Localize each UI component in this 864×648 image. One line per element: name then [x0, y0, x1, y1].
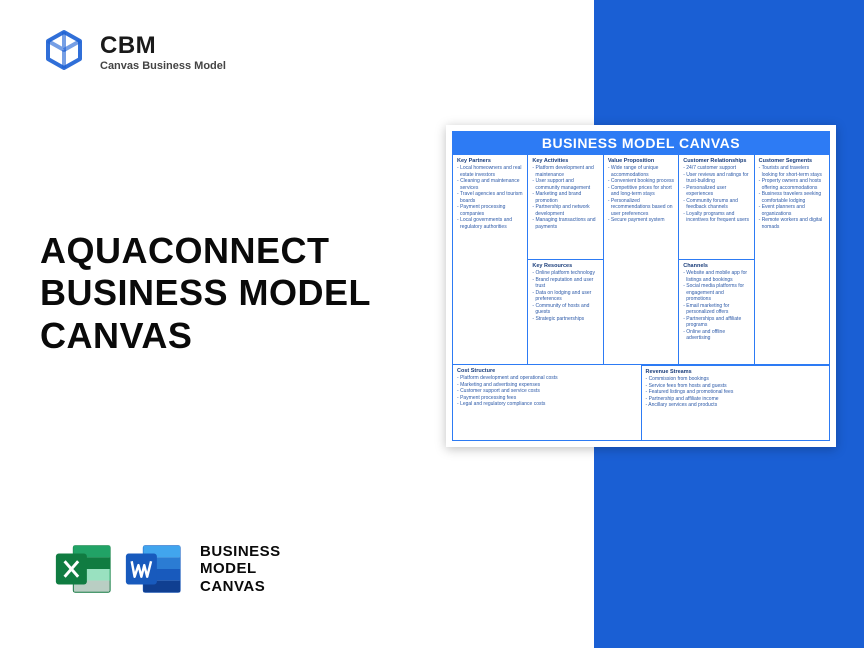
cell-customer-segments: Customer Segments Tourists and travelers…	[755, 155, 829, 364]
cell-cost-structure: Cost Structure Platform development and …	[453, 365, 642, 440]
list-item: Wide range of unique accommodations	[608, 165, 674, 178]
canvas-preview-card: BUSINESS MODEL CANVAS Key Partners Local…	[446, 125, 836, 447]
cell-key-resources: Key Resources Online platform technology…	[528, 259, 602, 364]
list-item: Local governments and regulatory authori…	[457, 217, 523, 230]
list-item: Payment processing companies	[457, 204, 523, 217]
bottom-label-3: CANVAS	[200, 578, 281, 595]
list-item: Community forums and feedback channels	[683, 198, 749, 211]
cell-key-activities: Key Activities Platform development and …	[528, 155, 602, 259]
logo-block: CBM Canvas Business Model	[40, 28, 226, 76]
list-item: Brand reputation and user trust	[532, 277, 598, 290]
bottom-label-1: BUSINESS	[200, 543, 281, 560]
main-title: AQUACONNECT BUSINESS MODEL CANVAS	[40, 230, 371, 357]
list-item: User reviews and ratings for trust-build…	[683, 172, 749, 185]
excel-icon	[52, 538, 114, 600]
title-line-1: AQUACONNECT	[40, 230, 371, 272]
cell-customer-relationships: Customer Relationships 24/7 customer sup…	[679, 155, 753, 259]
label-key-partners: Key Partners	[457, 158, 523, 164]
list-item: Platform development and maintenance	[532, 165, 598, 178]
canvas-header: BUSINESS MODEL CANVAS	[452, 131, 830, 155]
list-item: Data on lodging and user preferences	[532, 290, 598, 303]
list-item: Email marketing for personalized offers	[683, 303, 749, 316]
logo-subtitle: Canvas Business Model	[100, 60, 226, 72]
list-item: Cleaning and maintenance services	[457, 178, 523, 191]
list-item: Loyalty programs and incentives for freq…	[683, 211, 749, 224]
list-item: Event planners and organizations	[759, 204, 825, 217]
list-item: Secure payment system	[608, 217, 674, 224]
label-key-resources: Key Resources	[532, 263, 598, 269]
cell-channels: Channels Website and mobile app for list…	[679, 259, 753, 364]
label-cost-structure: Cost Structure	[457, 368, 637, 374]
label-customer-relationships: Customer Relationships	[683, 158, 749, 164]
list-item: Legal and regulatory compliance costs	[457, 401, 637, 408]
list-item: Marketing and brand promotion	[532, 191, 598, 204]
list-item: Local homeowners and real estate investo…	[457, 165, 523, 178]
list-item: Travel agencies and tourism boards	[457, 191, 523, 204]
list-item: Community of hosts and guests	[532, 303, 598, 316]
list-item: Partnerships and affiliate programs	[683, 316, 749, 329]
label-revenue-streams: Revenue Streams	[646, 369, 826, 375]
list-item: Competitive prices for short and long-te…	[608, 185, 674, 198]
list-item: Convenient booking process	[608, 178, 674, 185]
cell-revenue-streams: Revenue Streams Commission from bookings…	[642, 365, 830, 440]
title-line-3: CANVAS	[40, 315, 371, 357]
list-item: Strategic partnerships	[532, 316, 598, 323]
file-format-label: BUSINESS MODEL CANVAS	[200, 543, 281, 595]
list-item: User support and community management	[532, 178, 598, 191]
file-format-icons: BUSINESS MODEL CANVAS	[52, 538, 281, 600]
list-item: Managing transactions and payments	[532, 217, 598, 230]
word-icon	[122, 538, 184, 600]
list-item: Remote workers and digital nomads	[759, 217, 825, 230]
list-item: Social media platforms for engagement an…	[683, 283, 749, 303]
label-value-proposition: Value Proposition	[608, 158, 674, 164]
list-item: Online and offline advertising	[683, 329, 749, 342]
cbm-logo-icon	[40, 28, 88, 76]
label-key-activities: Key Activities	[532, 158, 598, 164]
list-item: Website and mobile app for listings and …	[683, 270, 749, 283]
cell-key-partners: Key Partners Local homeowners and real e…	[453, 155, 527, 364]
list-item: Partnership and network development	[532, 204, 598, 217]
list-item: Personalized recommendations based on us…	[608, 198, 674, 218]
list-item: Online platform technology	[532, 270, 598, 277]
list-item: Tourists and travelers looking for short…	[759, 165, 825, 178]
bottom-label-2: MODEL	[200, 560, 281, 577]
logo-title: CBM	[100, 32, 226, 60]
cell-value-proposition: Value Proposition Wide range of unique a…	[604, 155, 678, 364]
list-item: Property owners and hosts offering accom…	[759, 178, 825, 191]
label-customer-segments: Customer Segments	[759, 158, 825, 164]
title-line-2: BUSINESS MODEL	[40, 272, 371, 314]
list-item: Ancillary services and products	[646, 402, 826, 409]
list-item: Personalized user experiences	[683, 185, 749, 198]
list-item: Business travelers seeking comfortable l…	[759, 191, 825, 204]
label-channels: Channels	[683, 263, 749, 269]
